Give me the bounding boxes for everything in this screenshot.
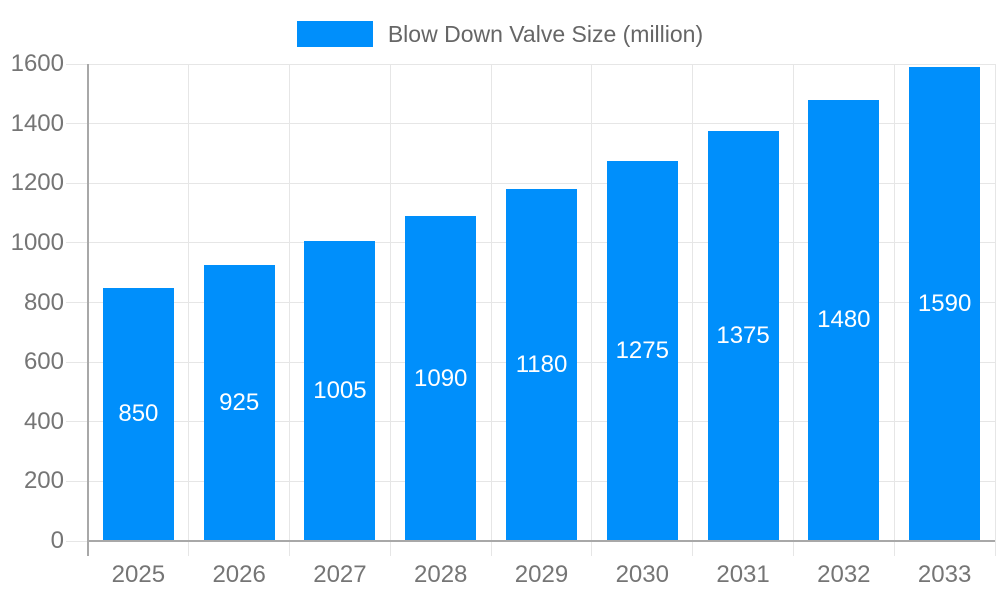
bar-2032[interactable]: 1480 [808, 99, 880, 541]
x-axis-tick-label: 2029 [514, 561, 569, 588]
y-axis-tick-label: 1600 [10, 50, 64, 77]
bar-value-label: 850 [118, 400, 159, 428]
bar-value-label: 925 [219, 389, 260, 417]
x-axis-tick-label: 2026 [212, 561, 266, 588]
y-axis-tick-label: 0 [50, 527, 64, 554]
x-axis-tick-label: 2032 [817, 561, 871, 588]
y-axis-tick-label: 600 [23, 348, 64, 376]
bar-2031[interactable]: 1375 [707, 131, 779, 541]
y-axis-tick-label: 1400 [10, 109, 64, 137]
bar-value-label: 1275 [615, 336, 669, 364]
bar-2025[interactable]: 850 [102, 287, 174, 541]
bar-2028[interactable]: 1090 [405, 216, 477, 541]
x-axis-tick-label: 2025 [111, 561, 166, 588]
x-gridline [490, 64, 492, 556]
bar-value-label: 1375 [716, 322, 770, 350]
bar-value-label: 1180 [515, 351, 568, 379]
bar-value-label: 1005 [313, 377, 367, 405]
x-axis-tick-label: 2031 [716, 561, 770, 588]
bar-value-label: 1090 [414, 364, 468, 392]
x-gridline [893, 64, 895, 556]
y-axis-line [87, 64, 89, 556]
bar-2029[interactable]: 1180 [506, 189, 577, 541]
x-gridline [994, 64, 996, 556]
x-gridline [289, 64, 291, 556]
y-axis-tick-label: 1200 [10, 169, 64, 197]
x-gridline [389, 64, 391, 556]
x-axis-tick-label: 2030 [615, 561, 669, 588]
x-axis-line [88, 540, 995, 542]
x-axis-tick-label: 2027 [313, 561, 367, 588]
legend-swatch-icon [296, 21, 373, 47]
bar-value-label: 1480 [817, 306, 871, 334]
y-axis-tick-label: 200 [23, 467, 64, 495]
bar-value-label: 1590 [917, 289, 972, 317]
x-gridline [591, 64, 593, 556]
y-axis-tick-label: 400 [23, 407, 64, 435]
y-axis-tick-label: 1000 [10, 228, 64, 256]
y-gridline [66, 123, 995, 125]
bar-2030[interactable]: 1275 [606, 160, 678, 541]
x-gridline [792, 64, 794, 556]
y-axis-tick-label: 800 [23, 288, 64, 316]
y-gridline [66, 63, 995, 65]
bar-2033[interactable]: 1590 [909, 66, 981, 541]
x-gridline [188, 64, 190, 556]
bar-2026[interactable]: 925 [203, 265, 275, 541]
x-axis-tick-label: 2033 [917, 561, 972, 588]
legend-item[interactable]: Blow Down Valve Size (million) [0, 18, 1000, 50]
y-gridline [66, 182, 995, 184]
bar-2027[interactable]: 1005 [304, 241, 376, 541]
legend-label: Blow Down Valve Size (million) [387, 20, 704, 47]
x-axis-tick-label: 2028 [414, 561, 468, 588]
x-gridline [692, 64, 694, 556]
